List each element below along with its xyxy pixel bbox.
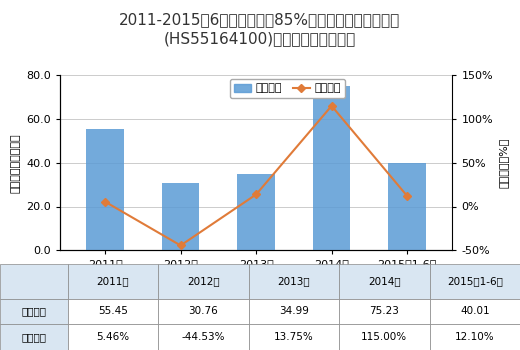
Text: 13.75%: 13.75% [274, 332, 314, 342]
Bar [0, 299, 68, 324]
Bar [0, 264, 68, 299]
Bar [249, 299, 339, 324]
Text: 12.10%: 12.10% [455, 332, 495, 342]
Text: 5.46%: 5.46% [96, 332, 129, 342]
Bar [339, 299, 430, 324]
Text: 2013年: 2013年 [278, 276, 310, 286]
Bar [86, 129, 124, 250]
Text: 34.99: 34.99 [279, 306, 309, 316]
Y-axis label: 同比增速（%）: 同比增速（%） [499, 138, 509, 188]
Bar [68, 299, 158, 324]
Text: 55.45: 55.45 [98, 306, 128, 316]
Bar [158, 264, 249, 299]
Text: 2011年: 2011年 [97, 276, 129, 286]
Bar [430, 324, 520, 350]
Text: (HS55164100)进口总额及增速统计: (HS55164100)进口总额及增速统计 [164, 32, 356, 47]
Bar [158, 299, 249, 324]
Text: 75.23: 75.23 [369, 306, 399, 316]
Bar [339, 264, 430, 299]
Legend: 进口金额, 同比增长: 进口金额, 同比增长 [230, 79, 345, 98]
Text: 2014年: 2014年 [368, 276, 400, 286]
Text: 进口金额: 进口金额 [21, 306, 46, 316]
Bar [430, 264, 520, 299]
Bar [430, 299, 520, 324]
Bar [339, 324, 430, 350]
Y-axis label: 进口金额（万美元）: 进口金额（万美元） [10, 133, 20, 192]
Bar [68, 324, 158, 350]
Text: 2015年1-6月: 2015年1-6月 [447, 276, 503, 286]
Bar [68, 264, 158, 299]
Bar [249, 324, 339, 350]
Bar [237, 174, 275, 250]
Text: -44.53%: -44.53% [181, 332, 225, 342]
Bar [162, 183, 200, 250]
Text: 115.00%: 115.00% [361, 332, 407, 342]
Bar [388, 163, 426, 250]
Text: 2011-2015年6月人造短纤＜85%与棉混缺未漂或漂白布: 2011-2015年6月人造短纤＜85%与棉混缺未漂或漂白布 [120, 12, 400, 27]
Bar [158, 324, 249, 350]
Bar [313, 86, 350, 250]
Bar [249, 264, 339, 299]
Text: 同比增长: 同比增长 [21, 332, 46, 342]
Text: 40.01: 40.01 [460, 306, 489, 316]
Text: 30.76: 30.76 [188, 306, 218, 316]
Bar [0, 324, 68, 350]
Text: 2012年: 2012年 [187, 276, 219, 286]
